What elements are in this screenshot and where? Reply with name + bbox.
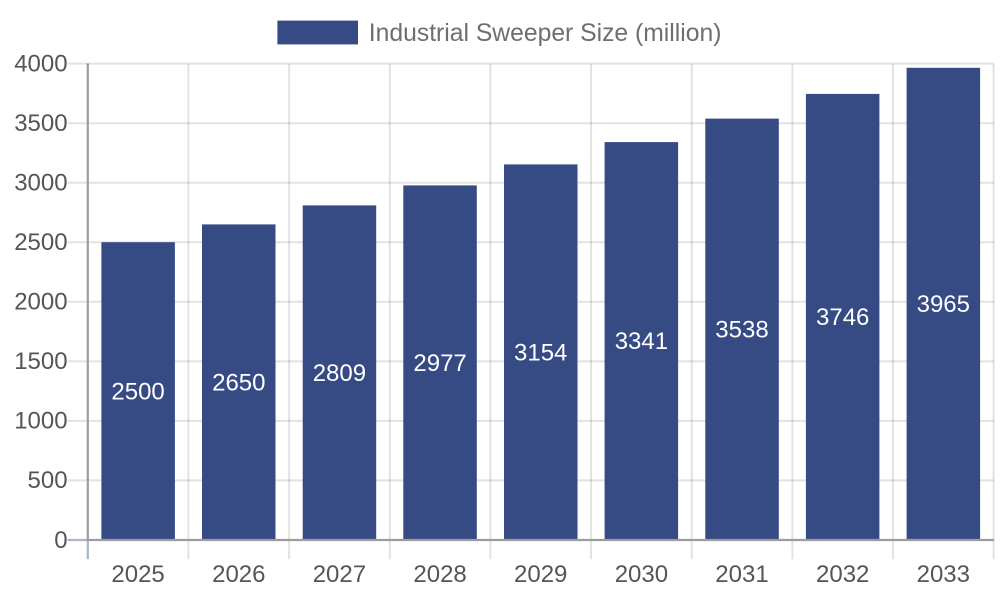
svg-text:2500: 2500 (111, 378, 164, 405)
svg-text:2031: 2031 (715, 561, 768, 588)
svg-text:3965: 3965 (917, 291, 970, 318)
svg-text:1500: 1500 (14, 348, 67, 375)
svg-text:2809: 2809 (313, 360, 366, 387)
svg-text:Industrial Sweeper Size (milli: Industrial Sweeper Size (million) (369, 20, 722, 47)
svg-text:2650: 2650 (212, 369, 265, 396)
svg-text:2000: 2000 (14, 289, 67, 316)
svg-text:2500: 2500 (14, 229, 67, 256)
svg-text:3341: 3341 (615, 328, 668, 355)
svg-text:4000: 4000 (14, 50, 67, 77)
svg-text:3500: 3500 (14, 110, 67, 137)
svg-text:3000: 3000 (14, 170, 67, 197)
svg-text:500: 500 (28, 467, 68, 494)
svg-text:2977: 2977 (413, 350, 466, 377)
svg-text:1000: 1000 (14, 408, 67, 435)
svg-text:0: 0 (54, 527, 67, 554)
svg-text:2029: 2029 (514, 561, 567, 588)
svg-text:3154: 3154 (514, 339, 567, 366)
svg-text:2027: 2027 (313, 561, 366, 588)
svg-text:2028: 2028 (413, 561, 466, 588)
svg-text:3746: 3746 (816, 304, 869, 331)
svg-text:2025: 2025 (111, 561, 164, 588)
svg-text:2026: 2026 (212, 561, 265, 588)
svg-text:2032: 2032 (816, 561, 869, 588)
svg-text:2030: 2030 (615, 561, 668, 588)
svg-text:3538: 3538 (715, 317, 768, 344)
svg-text:2033: 2033 (917, 561, 970, 588)
